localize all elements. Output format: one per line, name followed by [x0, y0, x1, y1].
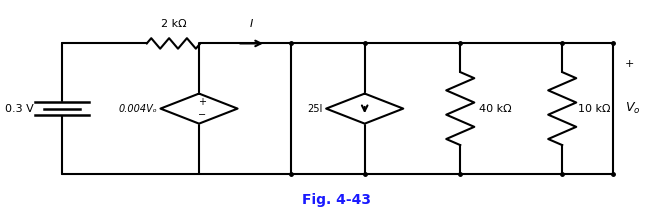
Text: 0.004Vₒ: 0.004Vₒ — [119, 104, 157, 114]
Text: 25I: 25I — [308, 104, 323, 114]
Text: $I$: $I$ — [249, 17, 254, 29]
Text: $V_o$: $V_o$ — [625, 101, 640, 116]
Text: Fig. 4-43: Fig. 4-43 — [302, 193, 371, 207]
Text: −: − — [198, 110, 206, 120]
Text: 2 kΩ: 2 kΩ — [161, 19, 186, 29]
Text: +: + — [625, 59, 634, 69]
Text: +: + — [198, 97, 206, 107]
Text: 40 kΩ: 40 kΩ — [480, 104, 512, 114]
Text: 10 kΩ: 10 kΩ — [578, 104, 611, 114]
Text: 0.3 V: 0.3 V — [5, 104, 33, 114]
